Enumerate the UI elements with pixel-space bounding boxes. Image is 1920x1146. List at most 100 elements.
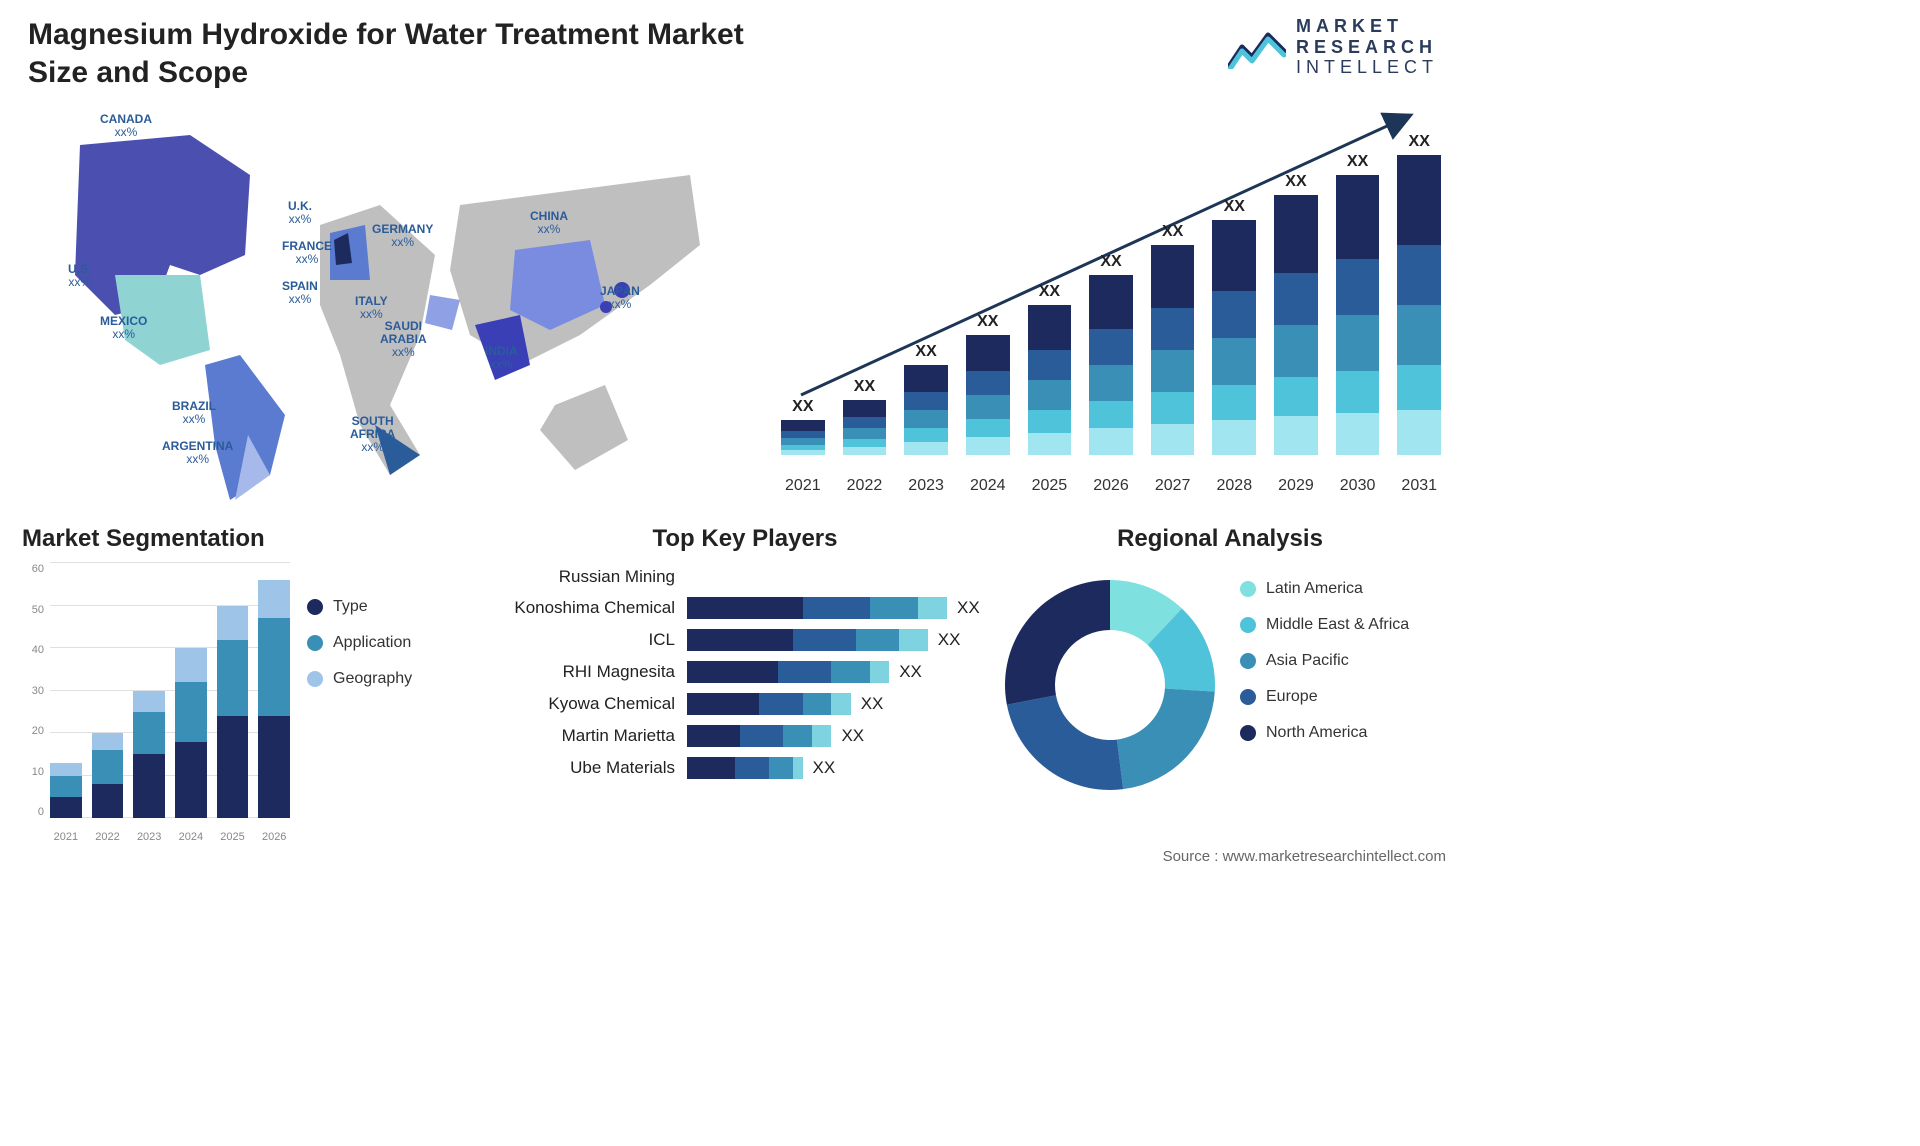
legend-label: Middle East & Africa xyxy=(1266,616,1409,634)
main-bar: XX xyxy=(1397,133,1441,455)
player-row: Martin MariettaXX xyxy=(500,725,990,747)
page-title: Magnesium Hydroxide for Water Treatment … xyxy=(28,16,788,91)
donut-segment xyxy=(1007,695,1123,790)
main-market-chart: XXXXXXXXXXXXXXXXXXXXXX 20212022202320242… xyxy=(761,105,1441,495)
map-label: CHINAxx% xyxy=(530,210,568,236)
player-bar-stack xyxy=(687,629,928,651)
legend-item: Europe xyxy=(1240,688,1409,706)
legend-item: Geography xyxy=(307,670,412,688)
player-bar-stack xyxy=(687,693,851,715)
logo-text: MARKET RESEARCH INTELLECT xyxy=(1296,16,1438,78)
brand-logo: MARKET RESEARCH INTELLECT xyxy=(1228,16,1438,78)
segmentation-bar xyxy=(258,580,290,818)
legend-swatch-icon xyxy=(1240,725,1256,741)
segmentation-bar xyxy=(133,691,165,819)
bar-value-label: XX xyxy=(792,398,813,416)
main-bar: XX xyxy=(1089,253,1133,455)
map-label: BRAZILxx% xyxy=(172,400,216,426)
key-players-panel: Top Key Players Russian MiningKonoshima … xyxy=(500,525,990,779)
x-tick: 2023 xyxy=(133,831,165,843)
y-tick: 40 xyxy=(22,644,44,656)
map-label: U.S.xx% xyxy=(68,263,91,289)
donut-segment xyxy=(1005,580,1110,705)
player-bar-stack xyxy=(687,757,803,779)
player-value: XX xyxy=(861,694,884,714)
x-tick: 2030 xyxy=(1336,477,1380,495)
map-label: GERMANYxx% xyxy=(372,223,433,249)
legend-label: Type xyxy=(333,598,368,616)
x-tick: 2021 xyxy=(50,831,82,843)
main-bar: XX xyxy=(1274,173,1318,455)
main-bar: XX xyxy=(843,378,887,455)
world-map: CANADAxx%U.S.xx%MEXICOxx%U.K.xx%FRANCExx… xyxy=(20,105,720,505)
segmentation-bar xyxy=(175,648,207,818)
player-value: XX xyxy=(899,662,922,682)
player-row: RHI Magnesita XX xyxy=(500,661,990,683)
x-tick: 2024 xyxy=(175,831,207,843)
main-bar: XX xyxy=(1336,153,1380,455)
player-row: ICLXX xyxy=(500,629,990,651)
bar-value-label: XX xyxy=(1162,223,1183,241)
x-tick: 2028 xyxy=(1212,477,1256,495)
legend-swatch-icon xyxy=(307,671,323,687)
bar-value-label: XX xyxy=(1100,253,1121,271)
y-tick: 10 xyxy=(22,766,44,778)
regional-donut-chart xyxy=(1000,575,1220,795)
map-label: ARGENTINAxx% xyxy=(162,440,233,466)
legend-label: Latin America xyxy=(1266,580,1363,598)
y-tick: 0 xyxy=(22,806,44,818)
map-label: ITALYxx% xyxy=(355,295,388,321)
legend-swatch-icon xyxy=(307,599,323,615)
player-name: Konoshima Chemical xyxy=(500,598,675,618)
legend-item: Asia Pacific xyxy=(1240,652,1409,670)
player-bar-stack xyxy=(687,597,947,619)
player-name: RHI Magnesita xyxy=(500,662,675,682)
player-value: XX xyxy=(813,758,836,778)
player-row: Kyowa ChemicalXX xyxy=(500,693,990,715)
x-tick: 2025 xyxy=(217,831,249,843)
segmentation-bar xyxy=(217,606,249,819)
x-tick: 2022 xyxy=(843,477,887,495)
x-tick: 2023 xyxy=(904,477,948,495)
legend-swatch-icon xyxy=(307,635,323,651)
legend-item: Application xyxy=(307,634,412,652)
legend-swatch-icon xyxy=(1240,689,1256,705)
x-tick: 2029 xyxy=(1274,477,1318,495)
segmentation-bar xyxy=(92,733,124,818)
player-row: Konoshima Chemical XX xyxy=(500,597,990,619)
segmentation-bar xyxy=(50,763,82,818)
main-bar: XX xyxy=(781,398,825,455)
legend-label: Geography xyxy=(333,670,412,688)
legend-item: North America xyxy=(1240,724,1409,742)
player-value: XX xyxy=(938,630,961,650)
legend-swatch-icon xyxy=(1240,653,1256,669)
legend-item: Latin America xyxy=(1240,580,1409,598)
map-label: SAUDIARABIAxx% xyxy=(380,320,427,360)
player-value: XX xyxy=(841,726,864,746)
player-bar-stack xyxy=(687,725,831,747)
legend-swatch-icon xyxy=(1240,617,1256,633)
player-name: Russian Mining xyxy=(500,567,675,587)
x-tick: 2031 xyxy=(1397,477,1441,495)
y-tick: 50 xyxy=(22,604,44,616)
segmentation-title: Market Segmentation xyxy=(22,525,442,553)
bar-value-label: XX xyxy=(977,313,998,331)
donut-segment xyxy=(1117,688,1215,789)
bar-value-label: XX xyxy=(1285,173,1306,191)
player-row: Ube MaterialsXX xyxy=(500,757,990,779)
legend-swatch-icon xyxy=(1240,581,1256,597)
x-tick: 2022 xyxy=(92,831,124,843)
map-label: SPAINxx% xyxy=(282,280,318,306)
map-label: INDIAxx% xyxy=(485,345,518,371)
player-value: XX xyxy=(957,598,980,618)
bar-value-label: XX xyxy=(854,378,875,396)
main-bar: XX xyxy=(1028,283,1072,455)
y-tick: 30 xyxy=(22,685,44,697)
market-segmentation-panel: Market Segmentation 6050403020100 202120… xyxy=(22,525,442,843)
legend-item: Type xyxy=(307,598,412,616)
bar-value-label: XX xyxy=(915,343,936,361)
player-row: Russian Mining xyxy=(500,567,990,587)
main-bar: XX xyxy=(904,343,948,455)
y-tick: 20 xyxy=(22,725,44,737)
map-label: JAPANxx% xyxy=(600,285,640,311)
